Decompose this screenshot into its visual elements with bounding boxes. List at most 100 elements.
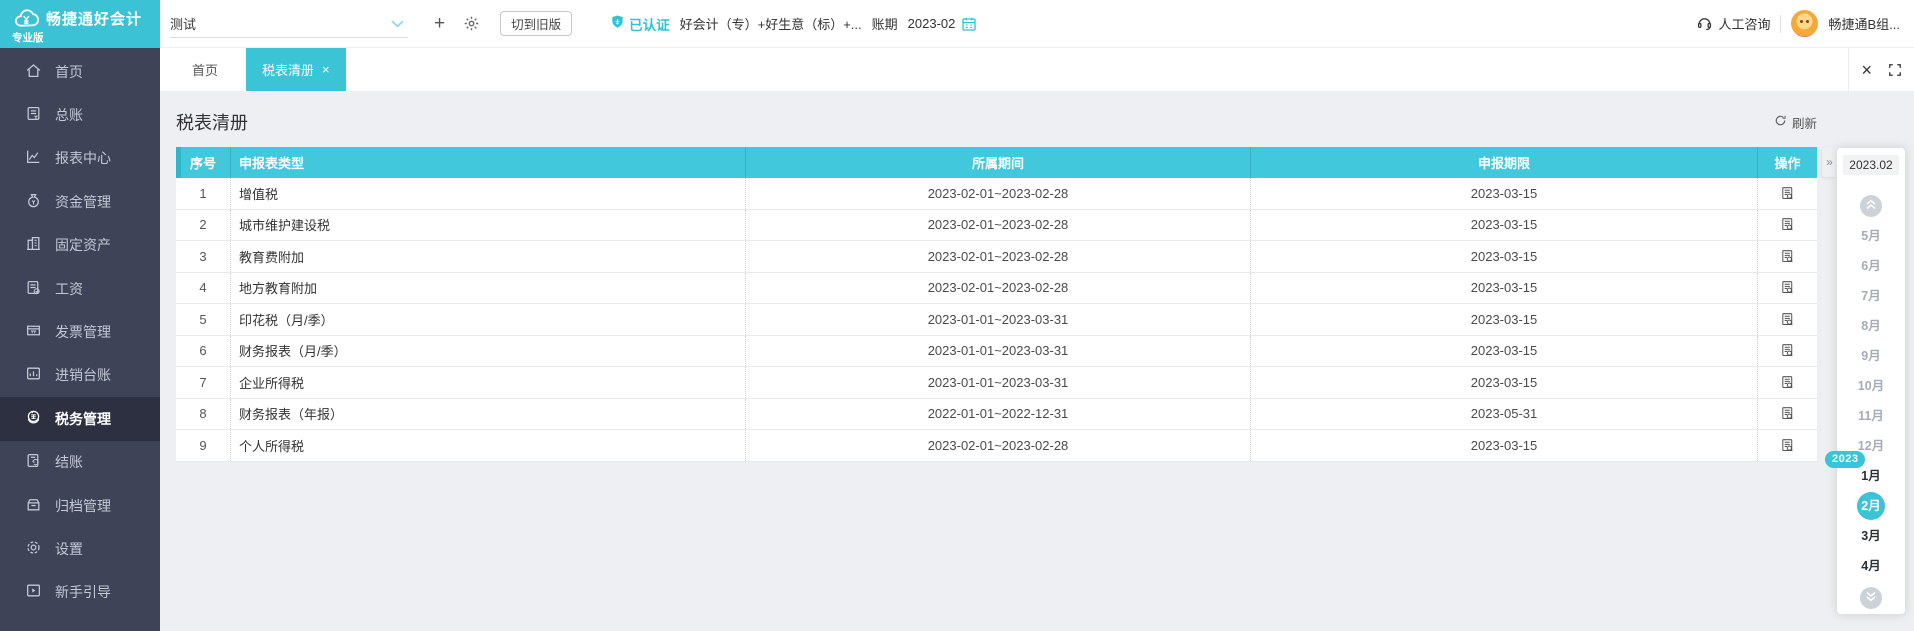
sidebar-nav: 首页 总账 报表中心 资金管理 固定资产 工资 <box>0 48 160 614</box>
page-title: 税表清册 <box>176 113 248 133</box>
sidebar-item-funds-management[interactable]: 资金管理 <box>0 180 160 223</box>
tax-form-table: 序号 申报表类型 所属期间 申报期限 操作 1 增值税 2023-02-01~2… <box>176 147 1817 462</box>
sidebar-item-tax-management[interactable]: 税务管理 <box>0 397 160 441</box>
date-picker-panel: 2023.02 5月 6月 7月 8月 9月 10月 11月 12月 1月 2月… <box>1825 148 1905 614</box>
archive-management-icon <box>25 496 42 516</box>
sidebar-item-purchase-sales-ledger[interactable]: 进销台账 <box>0 354 160 397</box>
month-item[interactable]: 3月 <box>1861 529 1881 543</box>
sidebar-item-beginner-guide[interactable]: 新手引导 <box>0 571 160 614</box>
certified-shield-icon <box>610 14 625 33</box>
period-display[interactable]: 2023.02 <box>1843 155 1899 175</box>
sidebar-item-payroll[interactable]: 工资 <box>0 267 160 310</box>
table-row: 1 增值税 2023-02-01~2023-02-28 2023-03-15 <box>176 178 1817 210</box>
view-report-icon[interactable] <box>1780 375 1795 390</box>
month-item[interactable]: 7月 <box>1861 289 1881 303</box>
fullscreen-icon[interactable] <box>1888 63 1902 77</box>
view-report-icon[interactable] <box>1780 280 1795 295</box>
table-row: 8 财务报表（年报） 2022-01-01~2022-12-31 2023-05… <box>176 398 1817 430</box>
topbar: 测试 + 切到旧版 已认证 好会计（专）+好生意（标）+... 账期 2023-… <box>160 0 1914 48</box>
month-item[interactable]: 9月 <box>1861 349 1881 363</box>
beginner-guide-icon <box>25 582 42 602</box>
app-logo: 畅捷通好会计 专业版 <box>0 0 160 48</box>
table-header-row: 序号 申报表类型 所属期间 申报期限 操作 <box>176 147 1817 178</box>
switch-old-version-button[interactable]: 切到旧版 <box>500 11 573 36</box>
fixed-assets-icon <box>25 235 42 255</box>
sidebar-item-home[interactable]: 首页 <box>0 50 160 93</box>
sidebar-item-fixed-assets[interactable]: 固定资产 <box>0 224 160 267</box>
month-item[interactable]: 4月 <box>1861 559 1881 573</box>
table-row: 9 个人所得税 2023-02-01~2023-02-28 2023-03-15 <box>176 430 1817 462</box>
year-badge: 2023 <box>1825 451 1866 468</box>
period-value[interactable]: 2023-02 <box>907 16 956 31</box>
view-report-icon[interactable] <box>1780 438 1795 453</box>
closing-icon <box>25 452 42 472</box>
col-header-deadline: 申报期限 <box>1250 147 1757 178</box>
scroll-up-button[interactable] <box>1860 195 1882 217</box>
refresh-icon <box>1774 114 1787 130</box>
table-row: 7 企业所得税 2023-01-01~2023-03-31 2023-03-15 <box>176 367 1817 399</box>
cloud-logo-icon <box>12 7 40 38</box>
close-icon[interactable]: × <box>1861 59 1872 80</box>
table-row: 3 教育费附加 2023-02-01~2023-02-28 2023-03-15 <box>176 241 1817 273</box>
brand-edition: 专业版 <box>12 32 44 44</box>
month-item[interactable]: 12月 <box>1857 439 1885 453</box>
home-icon <box>25 62 42 82</box>
col-header-no: 序号 <box>189 156 216 171</box>
tab-tax-register[interactable]: 税表清册 × <box>246 48 346 91</box>
user-name[interactable]: 畅捷通B组... <box>1828 17 1900 32</box>
sidebar-item-general-ledger[interactable]: 总账 <box>0 93 160 136</box>
brand-name: 畅捷通好会计 <box>46 11 143 28</box>
account-select[interactable]: 测试 <box>170 10 408 38</box>
month-item[interactable]: 1月 <box>1861 469 1881 483</box>
window-controls: × <box>1848 48 1914 91</box>
products-label: 好会计（专）+好生意（标）+... <box>679 17 862 32</box>
table-row: 2 城市维护建设税 2023-02-01~2023-02-28 2023-03-… <box>176 209 1817 241</box>
view-report-icon[interactable] <box>1780 249 1795 264</box>
double-chevron-up-icon <box>1865 197 1877 215</box>
view-report-icon[interactable] <box>1780 217 1795 232</box>
double-chevron-down-icon <box>1865 589 1877 607</box>
support-button[interactable]: 人工咨询 <box>1696 14 1770 34</box>
month-item[interactable]: 6月 <box>1861 259 1881 273</box>
settings-icon <box>25 539 42 559</box>
avatar[interactable] <box>1791 10 1819 37</box>
certified-badge: 已认证 <box>610 14 670 34</box>
month-item[interactable]: 11月 <box>1858 409 1884 423</box>
month-item[interactable]: 10月 <box>1857 379 1885 393</box>
view-report-icon[interactable] <box>1780 343 1795 358</box>
purchase-sales-ledger-icon <box>25 365 42 385</box>
topbar-right: 人工咨询 畅捷通B组... <box>1696 10 1900 37</box>
refresh-button[interactable]: 刷新 <box>1774 113 1817 132</box>
sidebar-item-report-center[interactable]: 报表中心 <box>0 137 160 180</box>
scroll-down-button[interactable] <box>1860 587 1882 609</box>
tax-management-icon <box>25 409 42 429</box>
sidebar: 畅捷通好会计 专业版 首页 总账 报表中心 资金管理 固定资产 <box>0 0 160 631</box>
topbar-divider <box>1780 14 1782 33</box>
sidebar-item-invoice-management[interactable]: 发票管理 <box>0 310 160 353</box>
chevron-down-icon <box>391 16 404 31</box>
view-report-icon[interactable] <box>1780 312 1795 327</box>
panel-collapse-handle[interactable]: » <box>1822 147 1837 177</box>
sidebar-item-archive-management[interactable]: 归档管理 <box>0 484 160 527</box>
view-report-icon[interactable] <box>1780 406 1795 421</box>
month-item[interactable]: 8月 <box>1861 319 1881 333</box>
col-header-actions: 操作 <box>1757 147 1817 178</box>
table-row: 6 财务报表（月/季） 2023-01-01~2023-03-31 2023-0… <box>176 335 1817 367</box>
tab-close-icon[interactable]: × <box>322 62 330 77</box>
certified-label: 已认证 <box>629 17 670 33</box>
add-account-icon[interactable]: + <box>434 12 446 34</box>
month-item[interactable]: 5月 <box>1861 229 1881 243</box>
view-report-icon[interactable] <box>1780 186 1795 201</box>
sidebar-item-closing[interactable]: 结账 <box>0 441 160 484</box>
support-label: 人工咨询 <box>1718 17 1771 32</box>
funds-management-icon <box>25 192 42 212</box>
invoice-management-icon <box>25 322 42 342</box>
settings-gear-icon[interactable] <box>463 15 480 32</box>
payroll-icon <box>25 279 42 299</box>
month-item-selected[interactable]: 2月 <box>1837 491 1905 521</box>
table-row: 4 地方教育附加 2023-02-01~2023-02-28 2023-03-1… <box>176 272 1817 304</box>
sidebar-item-settings[interactable]: 设置 <box>0 527 160 570</box>
tab-home[interactable]: 首页 <box>192 63 219 78</box>
calendar-icon[interactable] <box>961 16 977 32</box>
